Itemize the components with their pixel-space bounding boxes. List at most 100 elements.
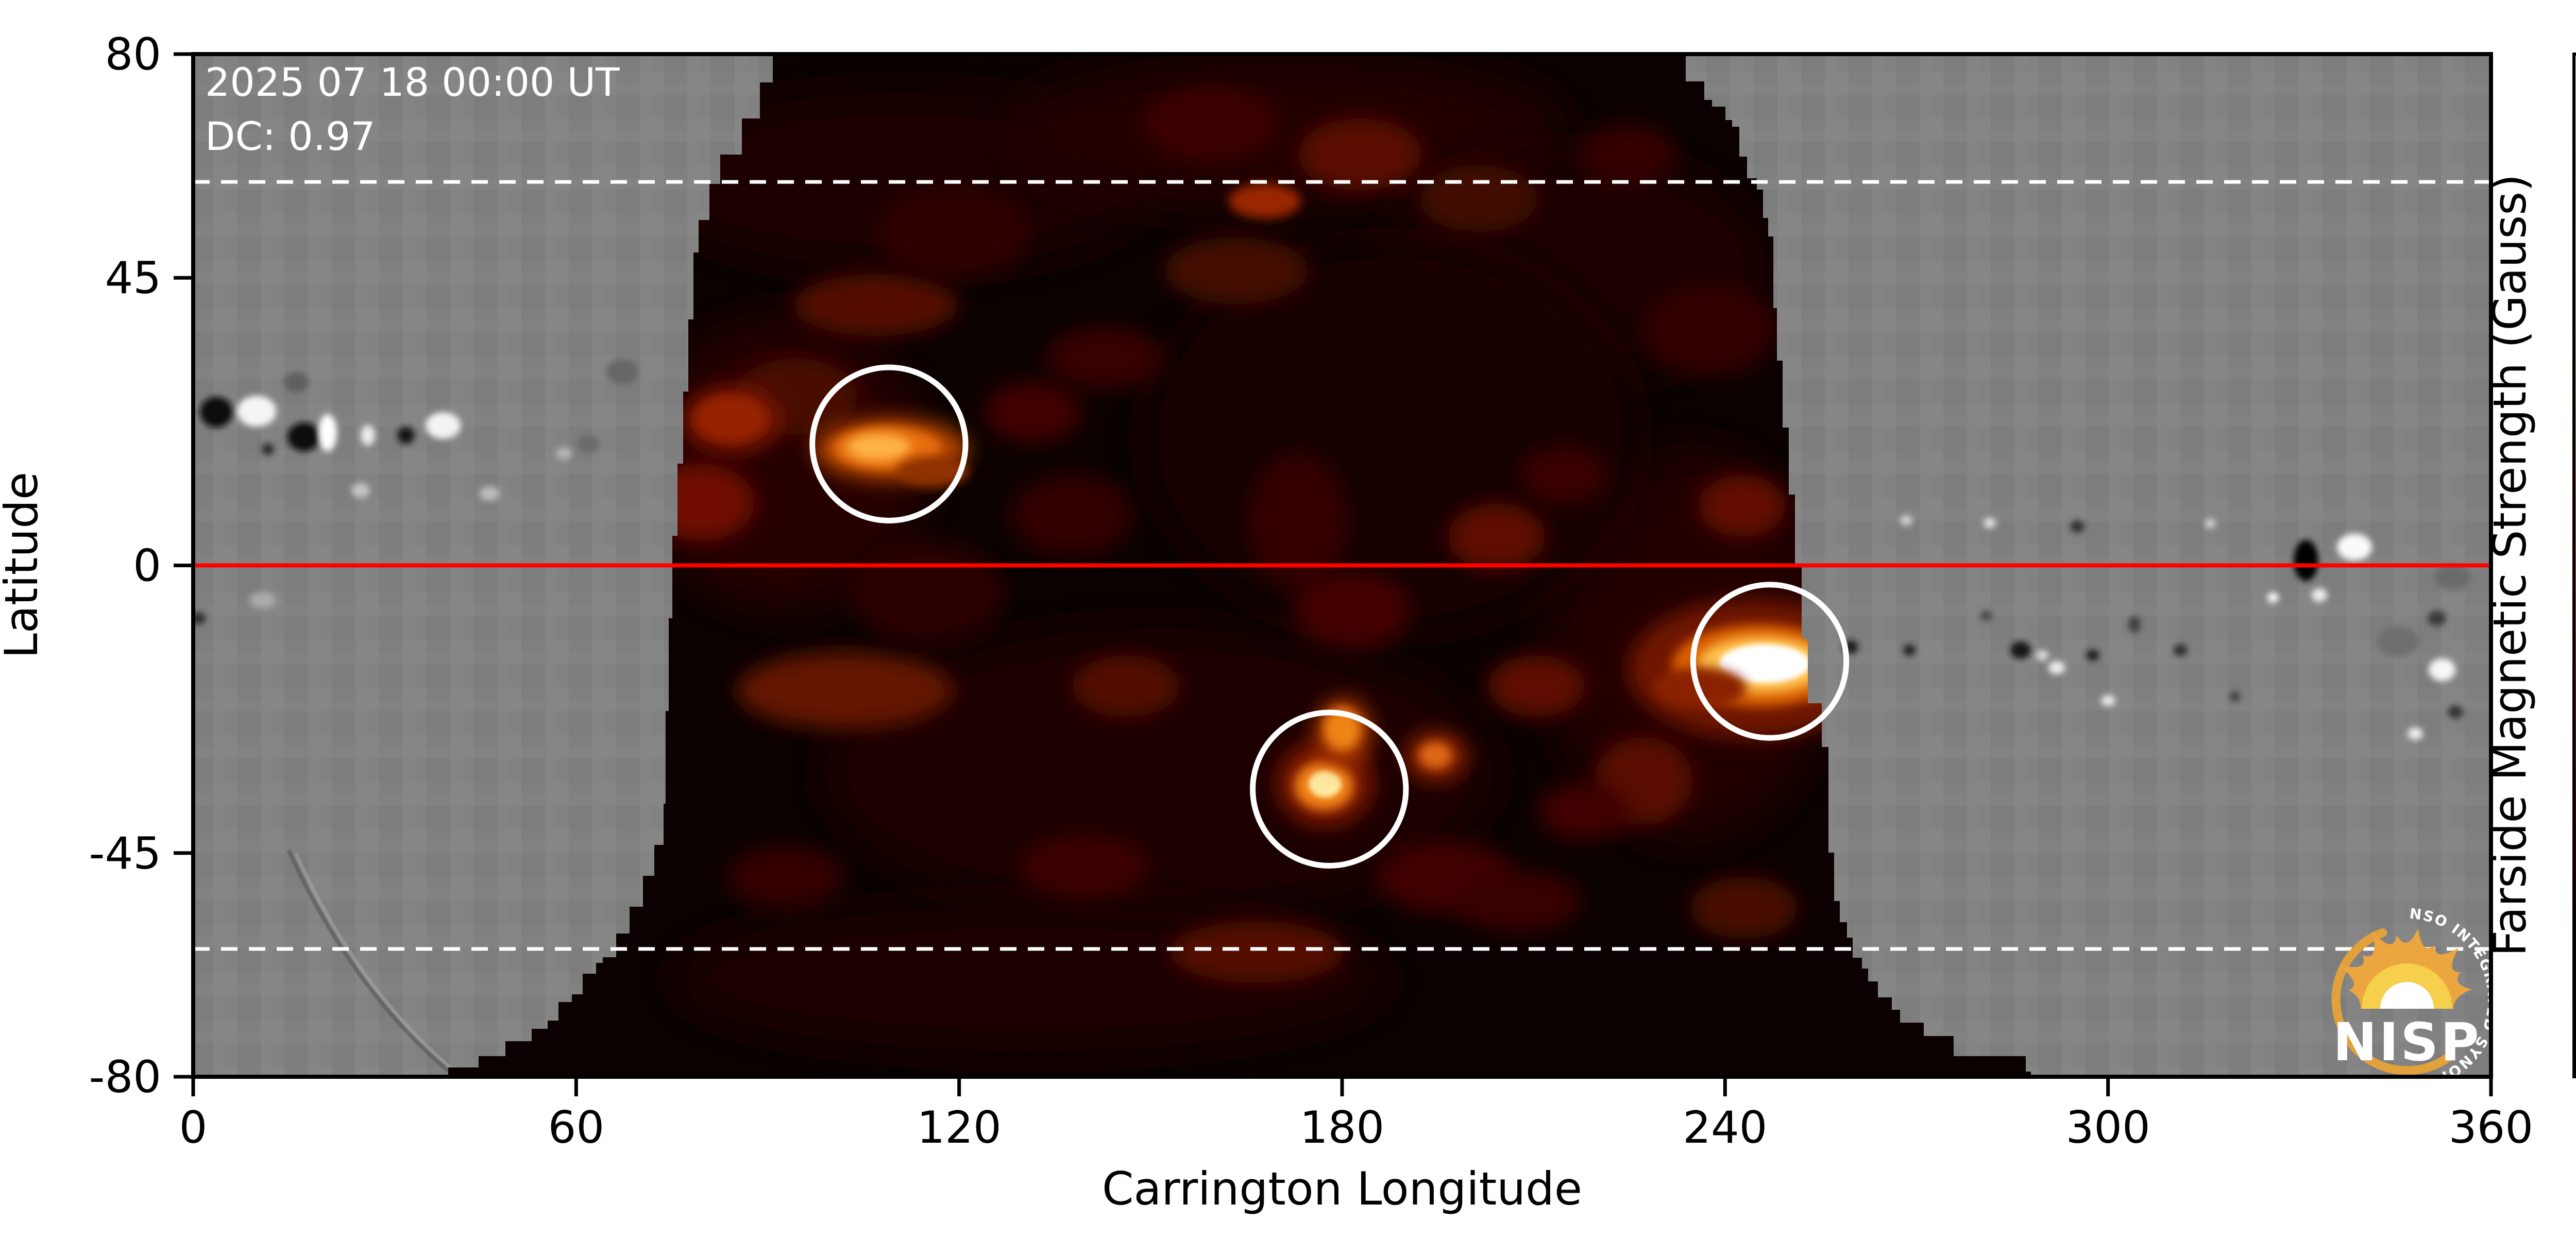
y-axis-label: Latitude (0, 472, 48, 658)
farside-blob (737, 652, 953, 729)
x-tick-label: 180 (1300, 1102, 1384, 1154)
magnetogram-speck (397, 427, 415, 444)
x-tick-label: 60 (548, 1102, 604, 1154)
logo-ring-arc (2331, 928, 2452, 1075)
farside-blob (1309, 771, 1342, 798)
y-tick-label: 45 (105, 252, 161, 304)
farside-blob (1419, 742, 1452, 769)
magnetogram-speck (426, 412, 461, 439)
farside-blob (1579, 124, 1677, 185)
farside-blob (850, 541, 1005, 644)
dashed-latitude-lines (193, 180, 2491, 951)
magnetogram-speck (284, 372, 309, 393)
magnetogram-speck (606, 360, 639, 384)
magnetogram-speck (193, 612, 206, 624)
farside-blob (847, 434, 911, 461)
farside-blob (1458, 871, 1582, 932)
magnetogram-speck (2408, 727, 2423, 740)
magnetogram-speck (2101, 695, 2115, 706)
farside-blob (1010, 474, 1133, 556)
logo-nisp-text: NISP (2333, 1012, 2481, 1073)
farside-colorbar: 0100200300400500600700800 Farside Magnet… (2483, 53, 2576, 1078)
farside-blob (1419, 165, 1538, 232)
x-tick-label: 0 (179, 1102, 208, 1154)
farside-blob (1005, 57, 1571, 211)
magnetogram-speck (479, 486, 500, 501)
sun-core-icon (2380, 982, 2434, 1009)
magnetogram-speck (2070, 520, 2084, 533)
farside-blob (1719, 644, 1810, 683)
farside-blob (824, 629, 1494, 917)
active-region-circle (1690, 582, 1850, 741)
x-tick-label: 300 (2066, 1102, 2150, 1154)
magnetogram-speck (361, 425, 375, 446)
magnetogram-speck (318, 414, 337, 451)
farside-blob (1144, 88, 1278, 160)
magnetogram-speck (1903, 645, 1916, 656)
magnetogram-speck (2205, 519, 2215, 528)
farside-blob (1072, 655, 1180, 717)
farside-blob (1164, 237, 1309, 304)
y-axis: 80 45 0 -45 -80 (89, 29, 193, 1103)
magnetogram-speck (2010, 641, 2031, 659)
farside-region (448, 54, 2031, 1077)
farside-blob (1170, 921, 1345, 983)
frontside-active-regions (172, 360, 2470, 740)
magnetogram-speck (262, 443, 274, 455)
farside-blob (726, 846, 845, 908)
magnetogram-speck (2448, 705, 2463, 719)
solar-limb-arc (286, 849, 463, 1077)
farside-blob (1293, 572, 1412, 649)
x-axis: 0 60 120 180 240 300 360 (179, 1077, 2533, 1154)
farside-blob (1699, 475, 1786, 537)
magnetogram-speck (2312, 588, 2327, 602)
magnetogram-speck (1900, 515, 1912, 525)
farside-blob (1690, 877, 1798, 939)
farside-blob (984, 381, 1082, 443)
plot-area: NISP NSO INTEGRATED SYNOPTIC PROGRAM 202… (172, 52, 2493, 1079)
farside-blob (1298, 118, 1422, 191)
magnetogram-speck (2230, 691, 2240, 702)
y-tick-label: 80 (105, 29, 161, 80)
magnetogram-speck (2434, 564, 2470, 590)
magnetogram-speck (2429, 658, 2455, 681)
magnetogram-speck (351, 483, 370, 498)
magnetogram-speck (287, 422, 320, 451)
magnetogram-speck (2048, 661, 2065, 674)
farside-blob (1643, 283, 1777, 376)
magnetogram-speck (200, 397, 233, 428)
marked-active-region-circles (809, 364, 1850, 869)
magnetogram-speck (2036, 650, 2048, 660)
y-tick-label: -45 (89, 828, 161, 879)
active-region-circle (809, 364, 969, 523)
magnetogram-speck (556, 447, 572, 460)
farside-magnetic-blobs (639, 57, 1875, 1051)
magnetogram-speck (2267, 592, 2279, 603)
y-tick-label: 0 (133, 540, 161, 592)
farside-blob (1520, 447, 1607, 503)
farside-blob (1020, 836, 1149, 897)
magnetogram-speck (2428, 610, 2446, 626)
farside-blob (1249, 453, 1347, 587)
farside-blob (793, 274, 958, 336)
farside-colorbar-label: Farside Magnetic Strength (Gauss) (2483, 174, 2536, 957)
magnetogram-speck (2337, 534, 2372, 561)
magnetogram-speck (1980, 610, 1992, 621)
timestamp-annotation: 2025 07 18 00:00 UT DC: 0.97 (205, 59, 620, 159)
magnetogram-speck (1984, 518, 1996, 528)
active-region-circle (1250, 709, 1409, 869)
date-label: 2025 07 18 00:00 UT (205, 59, 620, 105)
magnetogram-speck (172, 374, 191, 391)
farside-colorbar-gradient (2572, 53, 2576, 1078)
farside-blob (876, 185, 1030, 278)
farside-blob (694, 395, 767, 442)
farside-blob (1229, 183, 1301, 218)
duty-cycle-label: DC: 0.97 (205, 113, 376, 159)
farside-blob (896, 456, 969, 487)
magnetogram-speck (249, 592, 276, 608)
magnetogram-speck (577, 435, 600, 453)
magnetogram-speck (237, 396, 276, 427)
magnetogram-speck (2173, 644, 2188, 656)
x-tick-label: 360 (2449, 1102, 2533, 1154)
